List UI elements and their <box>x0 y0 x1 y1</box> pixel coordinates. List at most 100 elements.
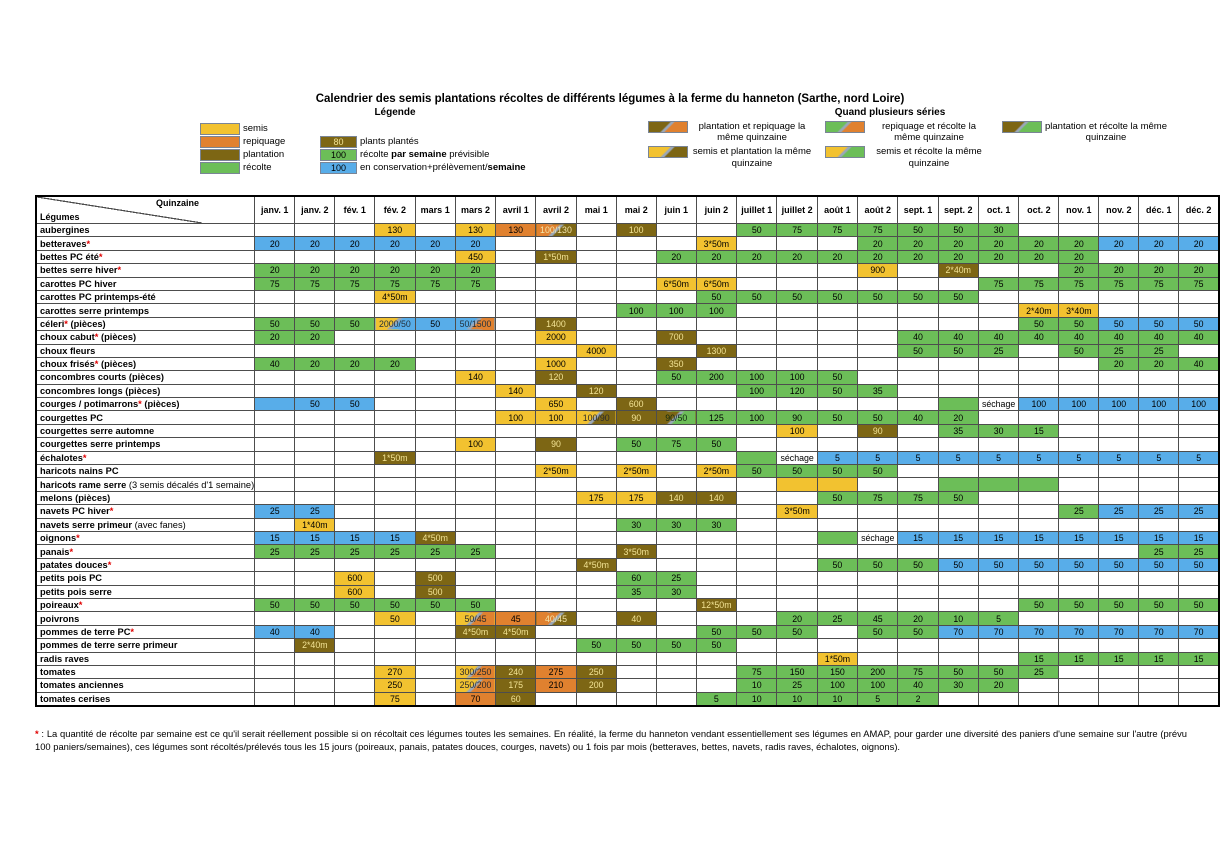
legend-item-label: plantation <box>243 149 285 160</box>
calendar-cell <box>655 544 697 559</box>
calendar-cell <box>294 450 336 466</box>
calendar-cell <box>575 263 617 278</box>
calendar-cell-r-colte-par-semaine: 50 <box>655 370 697 385</box>
row-label: melons (pièces) <box>35 490 256 506</box>
calendar-cell-r-colte-par-semaine: 50 <box>816 383 858 399</box>
row-label: céleri* (pièces) <box>35 316 256 332</box>
row-label-text: petits pois PC <box>40 573 102 584</box>
calendar-cell <box>1178 517 1220 532</box>
row-label-text: courgettes serre automne <box>40 426 155 437</box>
calendar-cell-en-conservation: 50 <box>1098 557 1140 573</box>
calendar-cell <box>816 624 858 640</box>
calendar-cell-r-colte-par-semaine: 25 <box>1098 343 1140 358</box>
calendar-cell-s-chage: séchage <box>776 450 818 466</box>
calendar-cell <box>374 330 416 345</box>
calendar-cell-r-colte-par-semaine: 25 <box>1138 343 1180 358</box>
table-row: échalotes* 1*50m séchage 5 5 5 5 5 5 5 5 5 5 <box>35 450 1220 466</box>
calendar-cell-r-colte-par-semaine: 30 <box>937 678 979 693</box>
row-label-asterisk: * <box>98 251 103 262</box>
calendar-cell-en-conservation: 50 <box>1098 316 1140 332</box>
legend-item: semis <box>200 122 285 135</box>
calendar-cell <box>897 584 939 599</box>
calendar-cell-r-colte-par-semaine: 100 <box>856 678 899 693</box>
calendar-cell-r-colte-par-semaine: 50 <box>816 289 858 305</box>
calendar-cell <box>695 383 738 399</box>
calendar-cell <box>1058 490 1100 506</box>
calendar-cell <box>977 370 1020 385</box>
calendar-cell <box>776 571 818 586</box>
calendar-cell <box>1018 584 1060 599</box>
calendar-cell-en-conservation: 50 <box>1138 316 1180 332</box>
row-label-text: panais <box>40 546 70 557</box>
calendar-cell <box>1178 423 1220 439</box>
calendar-cell <box>1138 477 1180 492</box>
row-label: pommes de terre PC* <box>35 624 256 640</box>
calendar-cell <box>334 464 376 479</box>
calendar-cell-semis-conservation: 2000/50 <box>374 316 416 332</box>
row-label-text: choux cabut <box>40 332 95 343</box>
calendar-cell <box>695 504 738 519</box>
calendar-cell <box>414 410 456 425</box>
table-row: courgettes serre printemps 100 90 50 75 50 <box>35 437 1220 452</box>
calendar-cell-r-colte-par-semaine: 20 <box>736 249 778 265</box>
calendar-cell-en-conservation: 5 <box>937 450 979 466</box>
calendar-cell <box>414 222 456 238</box>
calendar-cell-en-conservation: 5 <box>977 450 1020 466</box>
legend-item-label: semis <box>243 123 268 134</box>
calendar-cell-en-conservation: 40 <box>254 624 296 640</box>
calendar-cell-en-conservation: 100 <box>1018 397 1060 412</box>
calendar-cell-r-colte-par-semaine: 50 <box>1058 597 1100 613</box>
calendar-cell <box>655 383 697 399</box>
calendar-cell-r-colte-par-semaine: 20 <box>977 249 1020 265</box>
calendar-cell <box>1018 638 1060 653</box>
calendar-cell <box>816 276 858 291</box>
calendar-cell <box>856 544 899 559</box>
row-label: patates douces* <box>35 557 256 573</box>
calendar-cell-r-colte-par-semaine: 15 <box>1138 651 1180 666</box>
row-label: choux fleurs <box>35 343 256 358</box>
calendar-cell <box>977 383 1020 399</box>
calendar-cell <box>856 571 899 586</box>
calendar-cell-r-colte-par-semaine: 75 <box>776 222 818 238</box>
calendar-cell <box>575 477 617 492</box>
calendar-cell-semis-repiquage: 300/250 <box>454 664 497 680</box>
calendar-cell <box>334 303 376 318</box>
calendar-cell <box>535 544 577 559</box>
calendar-cell <box>495 464 537 479</box>
calendar-cell <box>535 571 577 586</box>
column-header-month: août 2 <box>856 195 899 224</box>
calendar-cell <box>254 222 296 238</box>
calendar-cell <box>937 651 979 666</box>
column-header-month: juillet 1 <box>736 195 778 224</box>
calendar-cell-r-colte-par-semaine: 20 <box>1098 356 1140 372</box>
calendar-cell <box>294 490 336 506</box>
calendar-cell <box>1138 678 1180 693</box>
calendar-cell-r-colte-par-semaine: 40 <box>1098 330 1140 345</box>
calendar-cell <box>575 544 617 559</box>
calendar-cell <box>374 370 416 385</box>
calendar-cell-en-conservation: 15 <box>937 530 979 546</box>
calendar-cell <box>1018 410 1060 425</box>
row-label: échalotes* <box>35 450 256 466</box>
calendar-cell <box>414 651 456 666</box>
calendar-cell <box>374 490 416 506</box>
calendar-cell <box>977 289 1020 305</box>
calendar-cell-plantation: 2*40m <box>294 638 336 653</box>
calendar-cell <box>615 316 657 332</box>
calendar-cell <box>776 276 818 291</box>
legend-item-label: récolte <box>243 162 272 173</box>
calendar-cell <box>294 571 336 586</box>
row-label: concombres longs (pièces) <box>35 383 256 399</box>
calendar-cell <box>575 303 617 318</box>
calendar-cell <box>334 249 376 265</box>
row-label: bettes serre hiver* <box>35 263 256 278</box>
column-header-month: oct. 2 <box>1018 195 1060 224</box>
calendar-cell-en-conservation: 100 <box>1138 397 1180 412</box>
calendar-cell <box>535 343 577 358</box>
legend-value-cell: 100 <box>320 148 357 161</box>
calendar-cell <box>495 530 537 546</box>
calendar-cell <box>454 517 497 532</box>
calendar-cell-r-colte-par-semaine: 50 <box>1058 343 1100 358</box>
calendar-cell-r-colte-par-semaine: 75 <box>1178 276 1220 291</box>
calendar-cell <box>615 651 657 666</box>
